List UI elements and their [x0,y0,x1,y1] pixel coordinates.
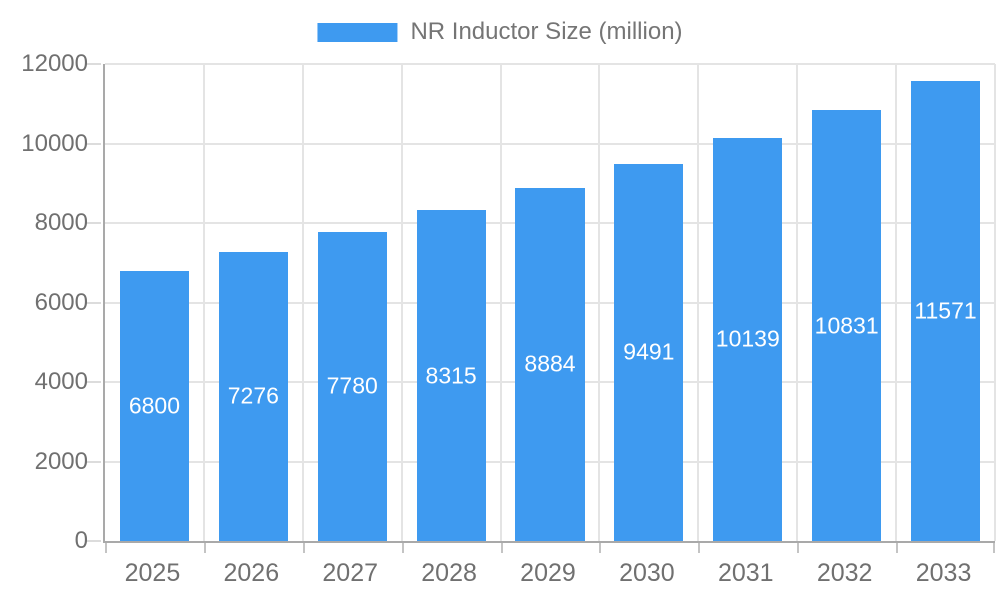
x-axis-tick-label: 2028 [421,559,477,587]
x-tick-mark [896,543,899,553]
x-axis: 2025 2026 2027 2028 2029 2030 2031 2032 2033 [103,557,993,589]
y-axis: 0 2000 4000 6000 8000 10000 12000 [0,50,88,554]
x-axis-tick-label: 2032 [816,559,873,587]
y-axis-tick-label: 0 [74,527,88,554]
y-tick-mark [87,63,101,65]
x-tick-mark [797,543,800,553]
legend-label: NR Inductor Size (million) [410,18,683,45]
y-axis-tick-label: 6000 [34,288,88,316]
bar-value-label: 7780 [326,372,378,399]
bar-value-label: 10139 [715,325,780,352]
bar-value-label: 7276 [227,382,279,409]
x-axis-tick-label: 2030 [619,559,675,587]
y-tick-mark [87,301,101,304]
x-tick-mark [105,543,107,553]
x-tick-mark [302,543,305,553]
bar-2032[interactable]: 10831 [812,110,882,541]
x-axis-tick-label: 2031 [717,559,774,587]
y-axis-tick-label: 4000 [34,368,88,395]
bar-value-label: 8315 [425,362,477,389]
x-tick-mark [401,543,404,553]
bar-value-label: 11571 [914,297,977,324]
gridline-vertical [598,64,601,541]
bar-value-label: 10831 [814,312,879,339]
bar-2026[interactable]: 7276 [218,251,288,541]
x-tick-mark [698,543,701,553]
y-axis-tick-label: 2000 [34,447,88,475]
x-tick-mark [993,543,995,553]
bar-2027[interactable]: 7780 [317,231,387,541]
plot-area: 6800 7276 7780 8315 8884 9491 10139 10831 11571 [87,63,996,553]
gridline-horizontal [105,63,995,65]
gridline-vertical [697,64,700,541]
y-axis-tick-label: 10000 [21,129,88,157]
y-tick-mark [87,222,101,224]
x-axis-tick-label: 2027 [322,559,379,587]
gridline-vertical [202,64,205,541]
y-tick-mark [87,460,101,463]
x-tick-mark [203,543,206,553]
gridline-vertical [301,64,304,541]
x-axis-tick-label: 2029 [520,559,576,587]
x-axis-tick-label: 2026 [223,559,280,587]
y-axis-tick-label: 12000 [21,50,88,77]
bar-2025[interactable]: 6800 [119,270,190,541]
y-tick-mark [87,540,101,542]
gridline-vertical [499,64,502,541]
x-axis-tick-label: 2025 [124,559,181,587]
gridline-vertical [994,64,996,541]
bar-value-label: 9491 [623,338,675,365]
bar-value-label: 6800 [128,392,181,419]
bar-2028[interactable]: 8315 [416,210,486,541]
bar-2033[interactable]: 11571 [910,81,981,541]
x-tick-mark [599,543,602,553]
x-axis-tick-label: 2033 [915,559,972,587]
gridline-vertical [895,64,898,541]
gridline-vertical [796,64,799,541]
legend[interactable]: NR Inductor Size (million) [317,18,683,46]
bar-2030[interactable]: 9491 [614,163,684,541]
y-tick-mark [87,381,101,383]
gridline-vertical [400,64,403,541]
bar-value-label: 8884 [524,350,576,377]
y-tick-mark [87,142,101,145]
bar-2031[interactable]: 10139 [713,137,783,541]
legend-swatch [317,22,398,42]
y-axis-tick-label: 8000 [34,209,88,236]
x-tick-mark [500,543,503,553]
bar-2029[interactable]: 8884 [515,187,585,541]
